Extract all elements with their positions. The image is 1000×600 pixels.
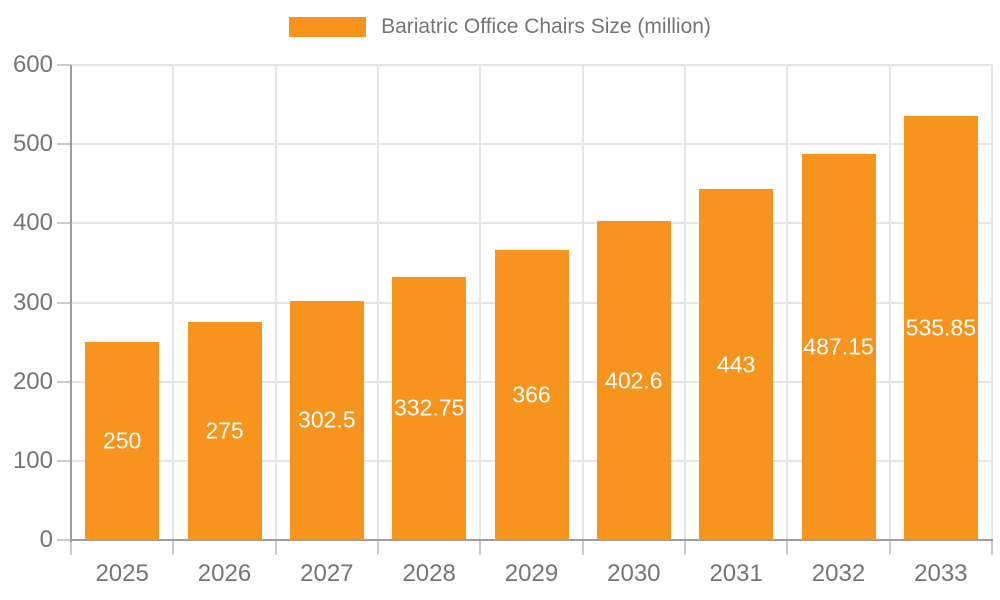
y-tick-label: 300 — [12, 288, 53, 316]
x-tick-mark — [70, 540, 72, 555]
bar[interactable] — [494, 250, 569, 540]
y-tick-mark — [57, 459, 71, 462]
y-gridline — [71, 143, 992, 146]
y-tick-mark — [57, 539, 71, 541]
y-gridline — [71, 64, 992, 66]
bar-value-label: 443 — [716, 351, 756, 378]
bar-value-label: 366 — [512, 381, 551, 408]
y-tick-label: 200 — [12, 367, 53, 395]
x-tick-mark — [274, 540, 277, 555]
x-tick-mark — [991, 540, 993, 555]
x-gridline — [377, 65, 379, 540]
y-tick-mark — [57, 380, 71, 383]
x-tick-label: 2025 — [95, 560, 149, 587]
x-tick-label: 2033 — [914, 560, 968, 587]
bar-value-label: 275 — [205, 417, 244, 444]
y-tick-mark — [57, 64, 71, 66]
x-tick-mark — [377, 540, 379, 555]
x-tick-label: 2032 — [811, 560, 866, 587]
x-tick-label: 2031 — [709, 560, 763, 587]
bar[interactable] — [392, 276, 467, 540]
legend-swatch-icon — [289, 16, 367, 37]
x-tick-mark — [888, 540, 891, 555]
y-tick-mark — [57, 301, 71, 304]
bar[interactable] — [699, 189, 774, 540]
x-gridline — [274, 65, 277, 540]
x-axis-line — [70, 539, 993, 541]
x-gridline — [991, 65, 993, 540]
x-tick-mark — [479, 540, 482, 555]
legend-label: Bariatric Office Chairs Size (million) — [381, 15, 711, 38]
y-tick-mark — [57, 222, 71, 225]
legend[interactable]: Bariatric Office Chairs Size (million) — [0, 14, 1000, 39]
bar-value-label: 487.15 — [803, 333, 874, 360]
bar[interactable] — [801, 154, 876, 540]
x-gridline — [786, 65, 789, 540]
bar-value-label: 332.75 — [393, 394, 465, 421]
x-tick-mark — [786, 540, 789, 555]
x-tick-label: 2029 — [504, 560, 559, 587]
x-tick-label: 2028 — [402, 560, 456, 587]
y-tick-label: 600 — [12, 51, 53, 78]
bar[interactable] — [596, 221, 671, 540]
bar[interactable] — [289, 300, 364, 540]
x-gridline — [684, 65, 686, 540]
bar[interactable] — [903, 115, 978, 540]
x-tick-label: 2026 — [197, 560, 252, 587]
x-tick-label: 2027 — [300, 560, 354, 587]
x-gridline — [581, 65, 584, 540]
y-gridline — [71, 222, 992, 225]
y-axis-line — [70, 65, 72, 542]
x-tick-mark — [581, 540, 584, 555]
bar[interactable] — [187, 322, 262, 540]
y-tick-label: 100 — [12, 446, 53, 474]
x-gridline — [888, 65, 891, 540]
bar-value-label: 250 — [102, 427, 142, 454]
x-gridline — [479, 65, 482, 540]
x-tick-label: 2030 — [607, 560, 661, 587]
bar-value-label: 402.6 — [605, 367, 663, 394]
bar-value-label: 535.85 — [905, 314, 977, 341]
bar-value-label: 302.5 — [298, 406, 356, 433]
bar[interactable] — [85, 342, 160, 540]
x-gridline — [172, 65, 175, 540]
y-tick-label: 400 — [12, 209, 53, 237]
x-tick-mark — [172, 540, 175, 555]
y-tick-label: 0 — [39, 526, 53, 553]
y-tick-mark — [57, 143, 71, 146]
y-tick-label: 500 — [12, 130, 53, 158]
x-tick-mark — [684, 540, 686, 555]
